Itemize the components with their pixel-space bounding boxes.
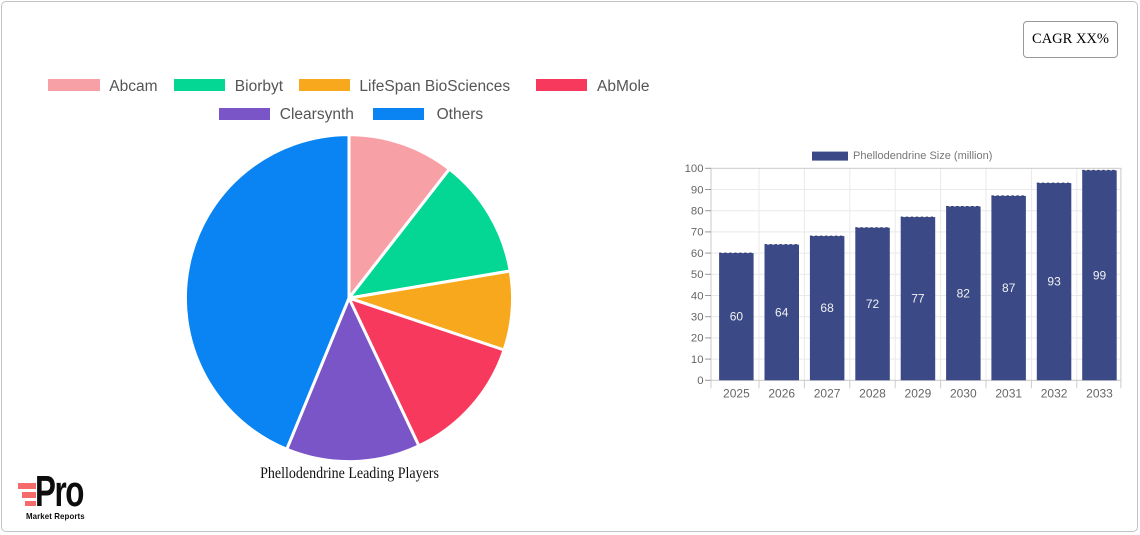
- svg-text:30: 30: [691, 312, 704, 324]
- svg-text:50: 50: [691, 269, 704, 281]
- svg-text:20: 20: [691, 333, 704, 345]
- svg-text:2032: 2032: [1041, 387, 1068, 401]
- svg-text:40: 40: [691, 290, 704, 302]
- svg-text:82: 82: [957, 286, 971, 300]
- svg-text:68: 68: [820, 301, 834, 315]
- svg-text:2029: 2029: [905, 387, 932, 401]
- svg-text:2026: 2026: [768, 387, 795, 401]
- svg-text:0: 0: [697, 375, 703, 387]
- svg-text:2030: 2030: [950, 387, 977, 401]
- svg-text:64: 64: [775, 306, 789, 320]
- svg-text:Phellodendrine Size (million): Phellodendrine Size (million): [853, 150, 992, 162]
- svg-text:100: 100: [685, 163, 704, 175]
- svg-text:77: 77: [911, 292, 925, 306]
- svg-text:2033: 2033: [1086, 387, 1113, 401]
- svg-text:72: 72: [866, 297, 880, 311]
- svg-text:2025: 2025: [723, 387, 750, 401]
- svg-text:93: 93: [1047, 275, 1061, 289]
- svg-text:70: 70: [691, 227, 704, 239]
- svg-text:2028: 2028: [859, 387, 886, 401]
- svg-text:2027: 2027: [814, 387, 841, 401]
- svg-text:2031: 2031: [995, 387, 1022, 401]
- svg-text:90: 90: [691, 184, 704, 196]
- svg-text:80: 80: [691, 206, 704, 218]
- svg-text:99: 99: [1093, 268, 1107, 282]
- svg-text:87: 87: [1002, 281, 1016, 295]
- svg-text:10: 10: [691, 354, 704, 366]
- svg-text:60: 60: [691, 248, 704, 260]
- svg-text:60: 60: [730, 310, 744, 324]
